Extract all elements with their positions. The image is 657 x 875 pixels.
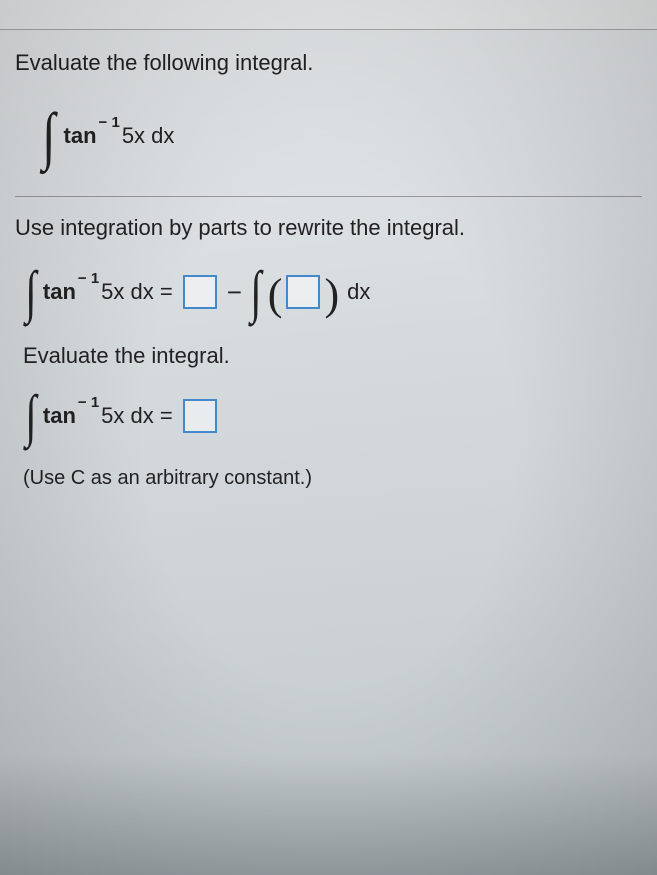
integral-sign-icon: ∫ <box>42 104 55 168</box>
answer-input-3[interactable] <box>183 399 217 433</box>
integral-sign-icon: ∫ <box>250 263 261 321</box>
integral-sign-icon: ∫ <box>25 387 36 445</box>
integrand-lhs: 5x dx = <box>101 279 173 305</box>
integral-sign-icon: ∫ <box>25 263 36 321</box>
problem-content: Evaluate the following integral. ∫ tan −… <box>0 30 657 490</box>
prompt-text-2: Use integration by parts to rewrite the … <box>15 215 642 241</box>
answer-input-1[interactable] <box>183 275 217 309</box>
tan-function: tan <box>43 279 76 305</box>
constant-note: (Use C as an arbitrary constant.) <box>15 467 642 490</box>
exponent-neg1: − 1 <box>99 114 120 131</box>
tan-function: tan <box>43 403 76 429</box>
left-paren: ( <box>268 269 283 320</box>
prompt-text-3: Evaluate the integral. <box>15 343 642 369</box>
answer-input-2[interactable] <box>286 275 320 309</box>
bottom-shadow <box>0 755 657 875</box>
problem-statement-section: Evaluate the following integral. ∫ tan −… <box>15 50 642 197</box>
integrand-5xdx: 5x dx <box>122 123 175 149</box>
right-paren: ) <box>324 269 339 320</box>
exponent-neg1: − 1 <box>78 270 99 287</box>
integrand-lhs-3: 5x dx = <box>101 403 173 429</box>
tan-function: tan <box>64 123 97 149</box>
prompt-text-1: Evaluate the following integral. <box>15 50 642 76</box>
top-divider-bar <box>0 0 657 30</box>
integration-by-parts-equation: ∫ tan − 1 5x dx = − ∫ ( ) dx <box>15 263 642 321</box>
integral-expression-1: ∫ tan − 1 5x dx <box>15 104 642 168</box>
final-integral-equation: ∫ tan − 1 5x dx = <box>15 387 642 445</box>
dx-text: dx <box>347 279 370 305</box>
minus-sign: − <box>227 277 242 308</box>
screen-panel: Evaluate the following integral. ∫ tan −… <box>0 0 657 875</box>
exponent-neg1: − 1 <box>78 394 99 411</box>
